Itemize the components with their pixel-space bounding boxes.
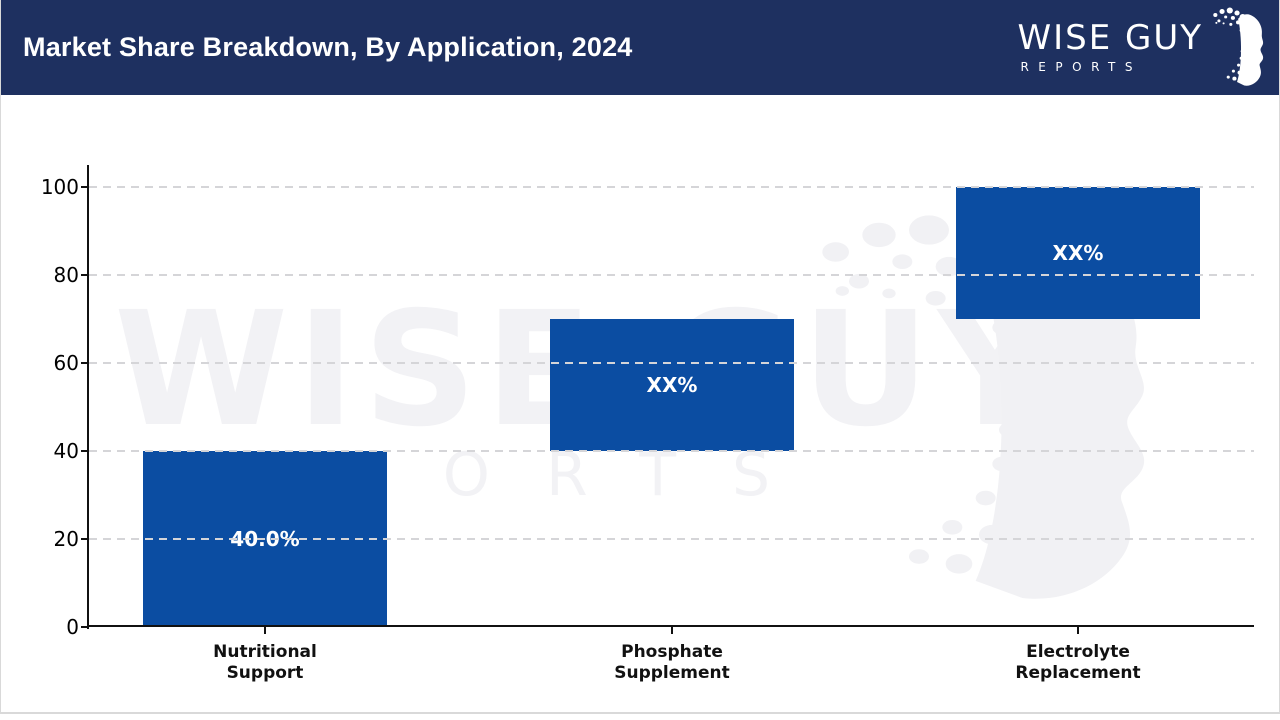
gridline: [89, 186, 1254, 188]
y-tick-label: 40: [53, 439, 79, 463]
y-tick-label: 20: [53, 527, 79, 551]
y-tick-mark: [81, 362, 89, 364]
y-tick-mark: [81, 450, 89, 452]
x-category-label: Electrolyte Replacement: [1015, 642, 1141, 684]
logo-text: WISE GUY REPORTS: [1017, 18, 1203, 74]
y-tick-label: 60: [53, 351, 79, 375]
logo-face-icon: [1213, 6, 1264, 86]
wise-guy-reports-logo: WISE GUY REPORTS: [1017, 5, 1267, 90]
x-tick-mark: [264, 627, 266, 634]
y-tick-label: 80: [53, 263, 79, 287]
logo-wordmark: WISE GUY: [1017, 18, 1203, 59]
bar-value-label: XX%: [1052, 241, 1104, 265]
x-axis-line: [87, 625, 1254, 627]
y-axis-line: [87, 165, 89, 629]
header-bar: Market Share Breakdown, By Application, …: [1, 0, 1279, 95]
gridline: [89, 450, 1254, 452]
x-category-label: Nutritional Support: [213, 642, 317, 684]
logo-subtitle: REPORTS: [1020, 59, 1142, 74]
chart-title: Market Share Breakdown, By Application, …: [23, 32, 633, 62]
y-tick-label: 0: [66, 615, 79, 639]
gridline: [89, 538, 1254, 540]
x-category-label: Phosphate Supplement: [614, 642, 730, 684]
bar-value-label: XX%: [646, 373, 698, 397]
bar-segment: XX%: [956, 187, 1200, 319]
gridline: [89, 274, 1254, 276]
gridline: [89, 362, 1254, 364]
x-tick-mark: [671, 627, 673, 634]
y-tick-mark: [81, 626, 89, 628]
x-tick-mark: [1077, 627, 1079, 634]
chart-canvas: WISE GUY REPORTS 40.0% XX% XX% 0 20 40 60 80 100…: [1, 95, 1279, 712]
y-tick-mark: [81, 186, 89, 188]
y-tick-mark: [81, 274, 89, 276]
y-tick-label: 100: [40, 175, 79, 199]
bar-segment: XX%: [550, 319, 794, 451]
y-tick-mark: [81, 538, 89, 540]
